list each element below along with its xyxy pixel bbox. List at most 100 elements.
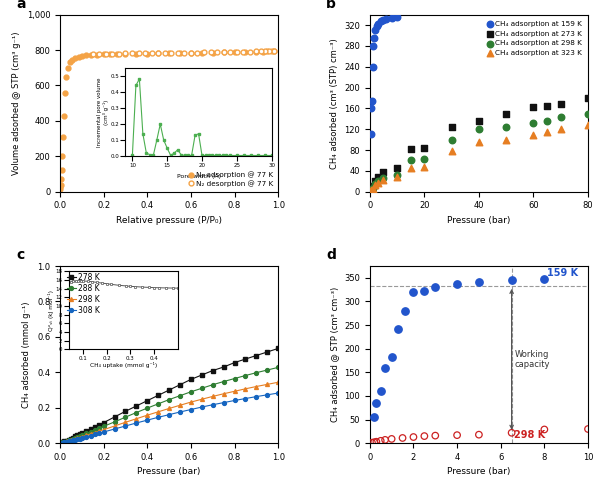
Point <box>419 287 429 295</box>
N₂ desorption @ 77 K <box>148 50 155 56</box>
298 K <box>83 432 90 438</box>
CH₄ adsorption at 323 K <box>392 173 402 181</box>
N₂ desorption @ 77 K <box>142 50 149 56</box>
Point <box>380 436 390 444</box>
288 K <box>78 432 85 438</box>
N₂ adsorption @ 77 K <box>198 50 205 56</box>
Point <box>398 434 407 442</box>
278 K <box>187 376 194 382</box>
N₂ desorption @ 77 K <box>109 51 116 56</box>
278 K <box>95 422 103 428</box>
Text: 159 K: 159 K <box>547 267 578 278</box>
278 K <box>143 398 151 404</box>
Point <box>367 439 377 447</box>
298 K <box>91 430 98 435</box>
N₂ adsorption @ 77 K <box>56 186 64 192</box>
308 K <box>74 436 81 442</box>
N₂ adsorption @ 77 K <box>83 53 90 58</box>
N₂ adsorption @ 77 K <box>122 51 129 57</box>
288 K <box>71 435 79 441</box>
N₂ adsorption @ 77 K <box>75 54 82 60</box>
CH₄ adsorption at 298 K <box>406 156 416 164</box>
Line: N₂ desorption @ 77 K: N₂ desorption @ 77 K <box>90 48 276 56</box>
N₂ adsorption @ 77 K <box>58 168 65 173</box>
CH₄ adsorption at 159 K <box>366 131 376 138</box>
CH₄ adsorption at 323 K <box>474 138 484 146</box>
Point <box>380 364 390 372</box>
N₂ desorption @ 77 K <box>187 50 194 56</box>
278 K <box>78 431 85 436</box>
298 K <box>95 428 103 434</box>
N₂ adsorption @ 77 K <box>270 48 277 54</box>
N₂ adsorption @ 77 K <box>71 55 79 61</box>
278 K <box>87 426 94 432</box>
278 K <box>242 356 249 362</box>
Point <box>376 437 386 445</box>
288 K <box>198 385 205 391</box>
288 K <box>176 393 184 399</box>
Point <box>387 353 397 361</box>
308 K <box>122 423 129 429</box>
288 K <box>253 370 260 375</box>
288 K <box>242 373 249 378</box>
308 K <box>67 438 74 444</box>
288 K <box>83 431 90 436</box>
CH₄ adsorption at 298 K <box>367 186 376 193</box>
298 K <box>187 399 194 405</box>
CH₄ adsorption at 298 K <box>392 170 402 178</box>
N₂ desorption @ 77 K <box>89 51 97 57</box>
Legend: N₂ adsorption @ 77 K, N₂ desorption @ 77 K: N₂ adsorption @ 77 K, N₂ desorption @ 77… <box>185 169 276 189</box>
Line: N₂ adsorption @ 77 K: N₂ adsorption @ 77 K <box>58 49 276 191</box>
Point <box>409 433 418 441</box>
298 K <box>67 437 74 443</box>
CH₄ adsorption at 298 K <box>474 125 484 133</box>
278 K <box>166 387 173 393</box>
Point <box>370 438 379 446</box>
N₂ adsorption @ 77 K <box>57 182 64 187</box>
308 K <box>155 414 162 420</box>
308 K <box>187 407 194 412</box>
CH₄ adsorption at 159 K <box>392 13 402 21</box>
CH₄ adsorption at 298 K <box>379 174 388 182</box>
N₂ desorption @ 77 K <box>194 50 201 56</box>
N₂ adsorption @ 77 K <box>263 49 271 55</box>
CH₄ adsorption at 273 K <box>366 186 376 194</box>
X-axis label: Pressure (bar): Pressure (bar) <box>447 216 511 225</box>
298 K <box>70 437 77 443</box>
278 K <box>71 433 79 439</box>
N₂ adsorption @ 77 K <box>209 50 217 56</box>
288 K <box>67 437 74 443</box>
298 K <box>242 386 249 392</box>
298 K <box>176 402 184 408</box>
N₂ desorption @ 77 K <box>220 49 227 55</box>
CH₄ adsorption at 323 K <box>542 128 552 136</box>
CH₄ adsorption at 159 K <box>376 17 386 25</box>
N₂ desorption @ 77 K <box>181 50 188 56</box>
278 K <box>111 414 118 420</box>
N₂ adsorption @ 77 K <box>268 48 275 54</box>
CH₄ adsorption at 323 K <box>502 136 511 144</box>
278 K <box>122 409 129 414</box>
308 K <box>133 420 140 426</box>
288 K <box>95 425 103 431</box>
CH₄ adsorption at 159 K <box>368 63 377 71</box>
308 K <box>65 438 73 444</box>
CH₄ adsorption at 323 K <box>367 186 376 194</box>
308 K <box>166 412 173 417</box>
CH₄ adsorption at 273 K <box>373 173 383 181</box>
CH₄ adsorption at 298 K <box>502 123 511 131</box>
N₂ adsorption @ 77 K <box>57 185 64 190</box>
298 K <box>63 438 70 444</box>
N₂ adsorption @ 77 K <box>64 65 71 71</box>
308 K <box>176 409 184 415</box>
298 K <box>275 379 282 385</box>
Y-axis label: Volume adsorbed @ STP (cm³ g⁻¹): Volume adsorbed @ STP (cm³ g⁻¹) <box>12 31 21 175</box>
298 K <box>71 436 79 442</box>
298 K <box>78 434 85 440</box>
CH₄ adsorption at 298 K <box>366 187 376 194</box>
308 K <box>91 431 98 437</box>
N₂ adsorption @ 77 K <box>113 51 121 57</box>
298 K <box>155 409 162 415</box>
278 K <box>176 382 184 388</box>
N₂ desorption @ 77 K <box>174 50 181 56</box>
